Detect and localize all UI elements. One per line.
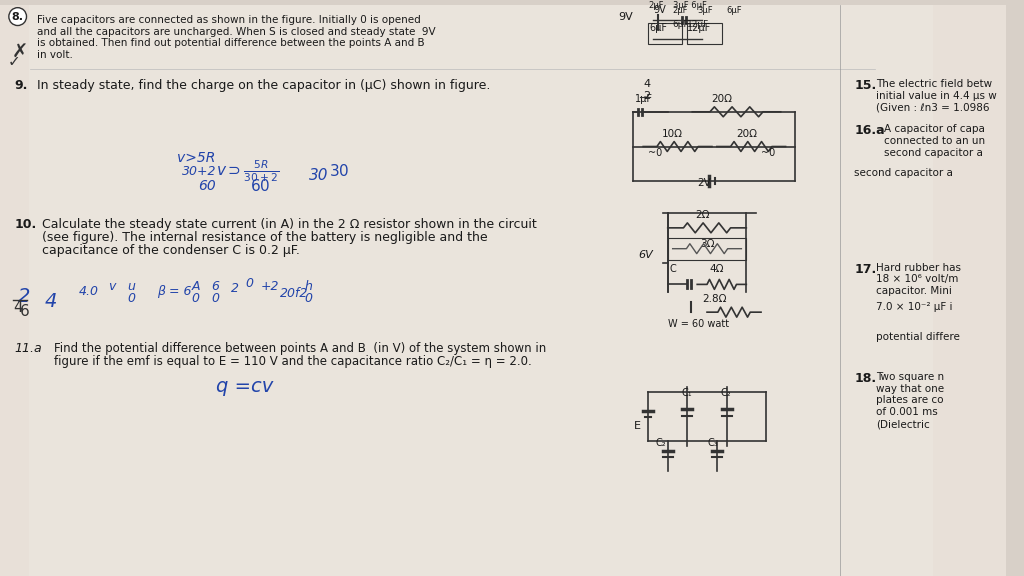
Text: capacitor. Mini: capacitor. Mini [876, 286, 951, 297]
Text: ✓: ✓ [8, 54, 20, 69]
Text: v: v [108, 281, 116, 293]
Text: 4.0: 4.0 [79, 285, 98, 298]
Text: 10Ω: 10Ω [663, 128, 683, 139]
Text: 20Ω: 20Ω [736, 128, 757, 139]
Text: 4: 4 [13, 300, 24, 315]
Text: $30$: $30$ [329, 164, 349, 179]
Text: In steady state, find the charge on the capacitor in (μC) shown in figure.: In steady state, find the charge on the … [37, 79, 490, 92]
Text: The electric field betw: The electric field betw [876, 79, 992, 89]
Circle shape [9, 7, 27, 25]
Text: ✗: ✗ [12, 43, 28, 62]
Text: of 0.001 ms: of 0.001 ms [876, 407, 938, 418]
Text: E: E [634, 421, 641, 431]
Text: Find the potential difference between points A and B  (in V) of the system shown: Find the potential difference between po… [54, 342, 546, 355]
Text: 1μF: 1μF [635, 94, 653, 104]
Text: 3Ω: 3Ω [699, 238, 715, 249]
FancyBboxPatch shape [0, 5, 1006, 576]
Text: in volt.: in volt. [37, 50, 73, 60]
Text: 3μF: 3μF [697, 6, 713, 14]
Text: 18.: 18. [854, 372, 877, 385]
Text: initial value in 4.4 μs w: initial value in 4.4 μs w [876, 91, 996, 101]
Text: v>5R: v>5R [177, 151, 215, 165]
Text: plates are co: plates are co [876, 396, 943, 406]
Text: 20f2: 20f2 [280, 287, 308, 300]
Text: 9V: 9V [618, 12, 634, 21]
Text: 6: 6 [211, 281, 219, 293]
Text: ~0: ~0 [761, 149, 775, 158]
Text: 17.: 17. [854, 263, 877, 275]
Text: 15.: 15. [854, 79, 877, 92]
Text: 4: 4 [643, 79, 650, 89]
Text: 12μF: 12μF [687, 20, 710, 28]
Text: second capacitor a: second capacitor a [884, 147, 983, 157]
Text: Five capacitors are connected as shown in the figure. Initially 0 is opened: Five capacitors are connected as shown i… [37, 14, 421, 25]
Text: way that one: way that one [876, 384, 944, 393]
Text: u: u [128, 281, 135, 293]
Text: 6μF: 6μF [727, 6, 742, 14]
Text: 30+2: 30+2 [181, 165, 216, 179]
Text: 2: 2 [17, 287, 30, 306]
Text: figure if the emf is equal to E = 110 V and the capacitance ratio C₂/C₁ = η = 2.: figure if the emf is equal to E = 110 V … [54, 355, 531, 368]
FancyBboxPatch shape [30, 5, 933, 576]
Text: (see figure). The internal resistance of the battery is negligible and the: (see figure). The internal resistance of… [42, 231, 487, 244]
Text: 4Ω: 4Ω [710, 264, 724, 275]
Text: 0: 0 [211, 293, 219, 305]
Text: C: C [670, 264, 677, 275]
Text: second capacitor a: second capacitor a [854, 168, 953, 179]
Text: (Given : ℓn3 = 1.0986: (Given : ℓn3 = 1.0986 [876, 103, 989, 113]
Text: is obtained. Then find out potential difference between the points A and B: is obtained. Then find out potential dif… [37, 39, 425, 48]
Text: 0: 0 [191, 293, 200, 305]
Text: Calculate the steady state current (in A) in the 2 Ω resistor shown in the circu: Calculate the steady state current (in A… [42, 218, 537, 231]
Text: W = 60 watt: W = 60 watt [668, 319, 729, 329]
Text: 6V: 6V [638, 249, 653, 260]
Text: 8.: 8. [11, 12, 24, 21]
Text: β = 6: β = 6 [157, 285, 191, 298]
Text: q =cv: q =cv [216, 377, 273, 396]
Text: Two square n: Two square n [876, 372, 944, 382]
Text: 2μF: 2μF [673, 6, 688, 14]
Text: 0: 0 [246, 278, 254, 290]
Text: 20Ω: 20Ω [712, 94, 732, 104]
Text: 0: 0 [128, 293, 135, 305]
Text: C₁: C₁ [682, 388, 692, 399]
Text: 12μF: 12μF [687, 24, 712, 33]
Text: 0: 0 [304, 293, 312, 305]
Text: 4: 4 [44, 293, 56, 312]
Text: +2: +2 [260, 281, 279, 293]
Text: 10.: 10. [14, 218, 37, 231]
Text: 2Ω: 2Ω [695, 210, 710, 220]
Text: 6μF: 6μF [649, 24, 667, 33]
Text: ~0: ~0 [648, 149, 663, 158]
Text: A: A [191, 281, 200, 293]
Text: (Dielectric: (Dielectric [876, 419, 930, 429]
Text: 7.0 × 10⁻² μF i: 7.0 × 10⁻² μF i [876, 302, 952, 312]
Text: 6μF: 6μF [673, 20, 689, 28]
Text: C₂: C₂ [721, 388, 731, 399]
Text: 2: 2 [643, 91, 650, 101]
Text: h: h [304, 281, 312, 293]
Text: $v \supset \frac{5R}{30+2}$: $v \supset \frac{5R}{30+2}$ [216, 158, 280, 184]
Text: 16.a: 16.a [854, 124, 885, 137]
Text: and all the capacitors are uncharged. When S is closed and steady state  9V: and all the capacitors are uncharged. Wh… [37, 26, 436, 36]
Text: 2μF: 2μF [648, 1, 664, 10]
Text: 3μF 6μF: 3μF 6μF [673, 1, 707, 10]
Text: connected to an un: connected to an un [884, 135, 985, 146]
Text: $60$: $60$ [251, 178, 270, 194]
Text: C₂: C₂ [656, 438, 667, 448]
Text: capacitance of the condenser C is 0.2 μF.: capacitance of the condenser C is 0.2 μF… [42, 244, 300, 257]
Text: 18 × 10⁶ volt/m: 18 × 10⁶ volt/m [876, 275, 958, 285]
Text: 2V: 2V [697, 178, 711, 188]
Text: 11.a: 11.a [14, 342, 42, 355]
Text: 2.8Ω: 2.8Ω [702, 294, 727, 304]
Text: 6: 6 [19, 304, 30, 319]
Text: 2: 2 [230, 282, 239, 295]
Text: 30: 30 [309, 168, 329, 183]
Text: 60: 60 [199, 179, 216, 194]
Text: 9.: 9. [14, 79, 28, 92]
Text: 9V: 9V [653, 5, 666, 14]
Text: Hard rubber has: Hard rubber has [876, 263, 961, 272]
Text: A capacitor of capa: A capacitor of capa [884, 124, 985, 134]
Text: potential differe: potential differe [876, 332, 959, 342]
Text: C₃: C₃ [707, 438, 718, 448]
